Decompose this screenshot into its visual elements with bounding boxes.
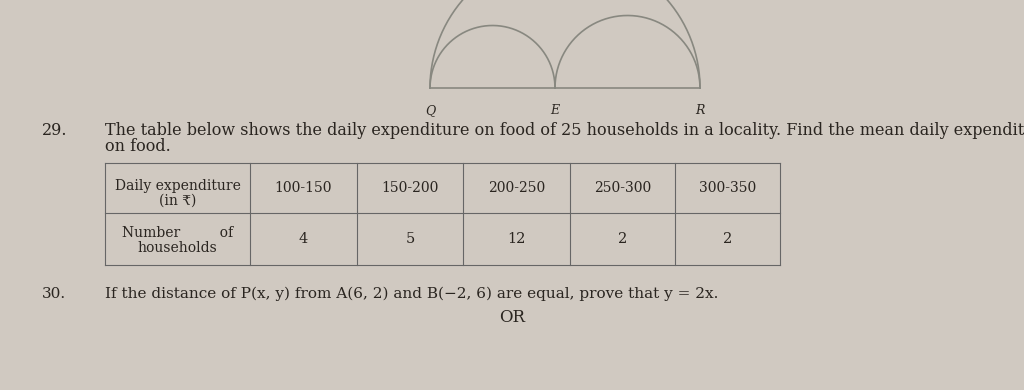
- Text: 30.: 30.: [42, 287, 67, 301]
- Text: Daily expenditure: Daily expenditure: [115, 179, 241, 193]
- Text: 12: 12: [508, 232, 526, 246]
- Text: 5: 5: [406, 232, 415, 246]
- Text: households: households: [137, 241, 217, 255]
- Text: R: R: [695, 104, 705, 117]
- Text: 150-200: 150-200: [381, 181, 439, 195]
- Text: Number         of: Number of: [122, 226, 233, 240]
- Text: 300-350: 300-350: [699, 181, 757, 195]
- Text: 29.: 29.: [42, 122, 68, 139]
- Text: E: E: [551, 104, 559, 117]
- Text: 250-300: 250-300: [594, 181, 651, 195]
- Text: The table below shows the daily expenditure on food of 25 households in a locali: The table below shows the daily expendit…: [105, 122, 1024, 139]
- Text: on food.: on food.: [105, 138, 171, 155]
- Text: 4: 4: [299, 232, 308, 246]
- Text: Q: Q: [425, 104, 435, 117]
- Text: OR: OR: [499, 309, 525, 326]
- Text: 100-150: 100-150: [274, 181, 332, 195]
- Text: 200-250: 200-250: [488, 181, 546, 195]
- Text: 2: 2: [723, 232, 732, 246]
- Text: 2: 2: [618, 232, 628, 246]
- Text: (in ₹): (in ₹): [159, 194, 197, 208]
- Text: If the distance of P(x, y) from A(6, 2) and B(−2, 6) are equal, prove that y = 2: If the distance of P(x, y) from A(6, 2) …: [105, 287, 719, 301]
